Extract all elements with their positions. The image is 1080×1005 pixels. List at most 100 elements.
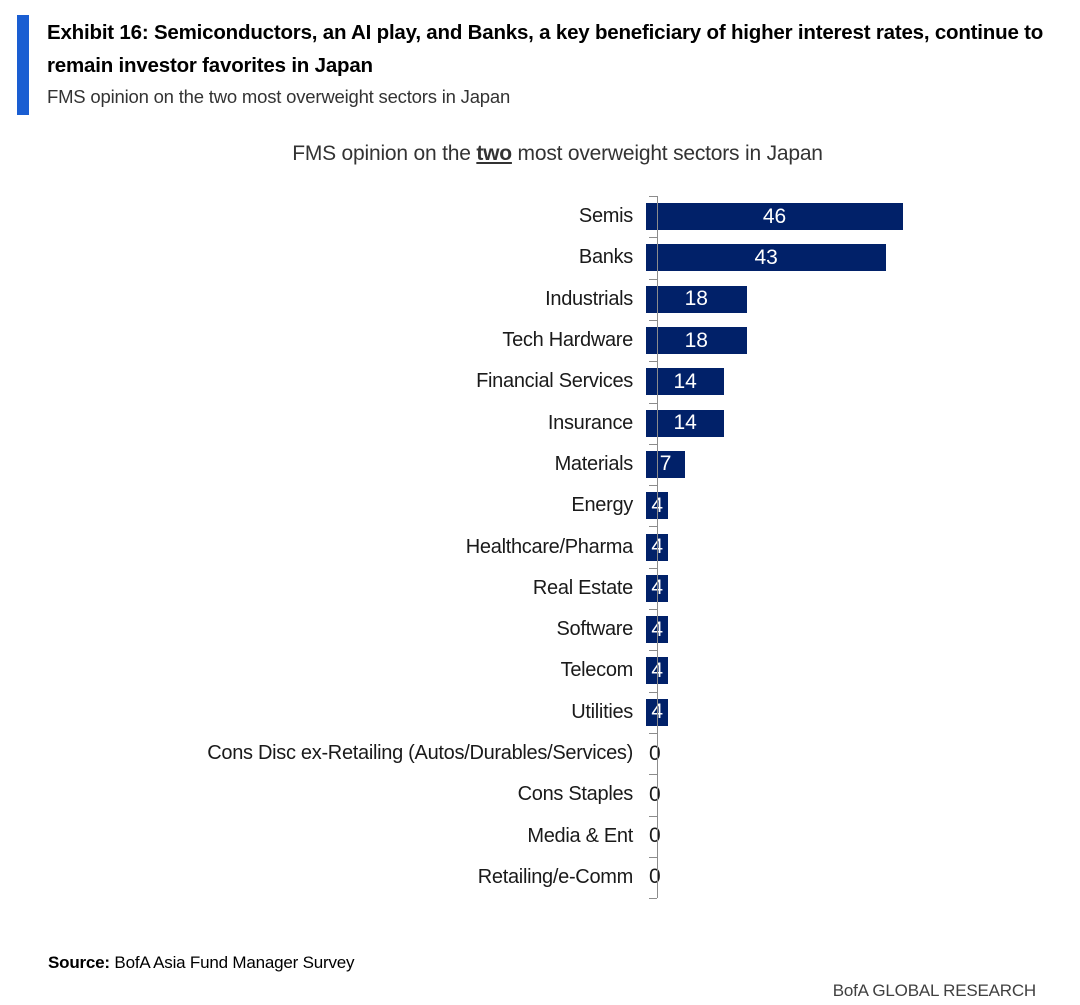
value-label: 14 [673, 411, 697, 435]
chart-title-emphasis: two [476, 142, 512, 165]
category-label: Industrials [545, 287, 633, 310]
chart-row: Semis 46 [0, 196, 1080, 237]
chart-row: Cons Staples 0 [0, 774, 1080, 815]
chart-row: Banks 43 [0, 237, 1080, 278]
chart-row: Industrials 18 [0, 279, 1080, 320]
axis-tick [649, 361, 657, 362]
exhibit-title: Exhibit 16: Semiconductors, an AI play, … [47, 21, 1044, 77]
chart-title-prefix: FMS opinion on the [292, 142, 477, 165]
chart-row: Telecom 4 [0, 650, 1080, 691]
category-label: Materials [554, 452, 634, 475]
y-axis-line [657, 196, 658, 899]
value-label: 18 [684, 287, 708, 311]
bar-zone: 4 [645, 650, 1080, 691]
axis-tick [649, 485, 657, 486]
axis-tick [649, 237, 657, 238]
chart-row: Healthcare/Pharma 4 [0, 526, 1080, 567]
axis-tick [649, 403, 657, 404]
category-label: Energy [571, 494, 633, 517]
bar-zone: 0 [645, 815, 1080, 856]
chart-row: Materials 7 [0, 444, 1080, 485]
category-label: Cons Staples [517, 783, 634, 806]
value-label: 43 [754, 245, 778, 269]
chart-row: Utilities 4 [0, 692, 1080, 733]
value-label-zero: 0 [649, 741, 661, 765]
axis-tick [649, 898, 657, 899]
category-label: Retailing/e-Comm [477, 865, 634, 888]
bar: 18 [646, 327, 747, 355]
bar: 7 [646, 450, 686, 478]
bar-zone: 4 [645, 568, 1080, 609]
axis-tick [649, 196, 657, 197]
chart-row: Media & Ent 0 [0, 815, 1080, 856]
value-label: 46 [762, 204, 787, 228]
bar: 46 [646, 203, 904, 231]
category-label: Real Estate [532, 576, 633, 599]
exhibit-subtitle: FMS opinion on the two most overweight s… [47, 86, 511, 107]
category-label: Media & Ent [527, 824, 633, 847]
axis-tick [649, 733, 657, 734]
axis-tick [649, 609, 657, 610]
axis-tick [649, 526, 657, 527]
bar: 14 [646, 368, 725, 396]
source-text: BofA Asia Fund Manager Survey [109, 953, 355, 972]
category-label: Healthcare/Pharma [465, 535, 634, 558]
axis-tick [649, 279, 657, 280]
axis-tick [649, 857, 657, 858]
bar: 43 [646, 244, 887, 272]
category-label: Software [556, 618, 633, 641]
axis-tick [649, 774, 657, 775]
chart-row: Financial Services 14 [0, 361, 1080, 402]
exhibit-header: Exhibit 16: Semiconductors, an AI play, … [0, 0, 1080, 115]
category-label: Tech Hardware [502, 329, 633, 352]
value-label: 14 [673, 369, 697, 393]
axis-tick [649, 320, 657, 321]
bar-chart: Semis 46 Banks 43 Industrials 18 Tech Hardware… [0, 196, 1080, 899]
chart-row: Retailing/e-Comm 0 [0, 857, 1080, 898]
axis-tick [649, 816, 657, 817]
value-label-zero: 0 [649, 865, 661, 889]
chart-row: Tech Hardware 18 [0, 320, 1080, 361]
bar-zone: 18 [645, 279, 1080, 320]
bar-zone: 14 [645, 361, 1080, 402]
value-label: 7 [659, 452, 672, 476]
chart-row: Insurance 14 [0, 402, 1080, 443]
chart-title: FMS opinion on the two most overweight s… [0, 142, 1080, 166]
chart-row: Software 4 [0, 609, 1080, 650]
chart-row: Real Estate 4 [0, 568, 1080, 609]
axis-tick [649, 692, 657, 693]
category-label: Semis [578, 205, 633, 228]
chart-row: Cons Disc ex-Retailing (Autos/Durables/S… [0, 733, 1080, 774]
bar-zone: 4 [645, 526, 1080, 567]
axis-tick [649, 650, 657, 651]
source-note: Source: BofA Asia Fund Manager Survey [48, 953, 355, 973]
bar-zone: 0 [645, 733, 1080, 774]
category-label: Cons Disc ex-Retailing (Autos/Durables/S… [207, 742, 633, 764]
value-label-zero: 0 [649, 824, 661, 848]
bar: 14 [646, 409, 725, 437]
bar-zone: 4 [645, 485, 1080, 526]
axis-tick [649, 568, 657, 569]
bar-zone: 46 [645, 196, 1080, 237]
bar-zone: 43 [645, 237, 1080, 278]
category-label: Insurance [547, 411, 633, 434]
bar-zone: 4 [645, 609, 1080, 650]
category-label: Financial Services [476, 370, 633, 393]
source-label: Source: [48, 953, 110, 972]
category-label: Banks [578, 246, 633, 269]
accent-bar [17, 15, 29, 115]
bar-zone: 4 [645, 692, 1080, 733]
category-label: Utilities [571, 700, 633, 723]
value-label-zero: 0 [649, 782, 661, 806]
bar-zone: 7 [645, 444, 1080, 485]
bar-zone: 14 [645, 402, 1080, 443]
chart-title-suffix: most overweight sectors in Japan [511, 142, 823, 165]
bar-zone: 0 [645, 774, 1080, 815]
bar-zone: 18 [645, 320, 1080, 361]
chart-row: Energy 4 [0, 485, 1080, 526]
bar: 18 [646, 285, 747, 313]
brand-note: BofA GLOBAL RESEARCH [832, 981, 1036, 1000]
value-label: 18 [684, 328, 708, 352]
category-label: Telecom [560, 659, 634, 682]
bar-zone: 0 [645, 857, 1080, 898]
